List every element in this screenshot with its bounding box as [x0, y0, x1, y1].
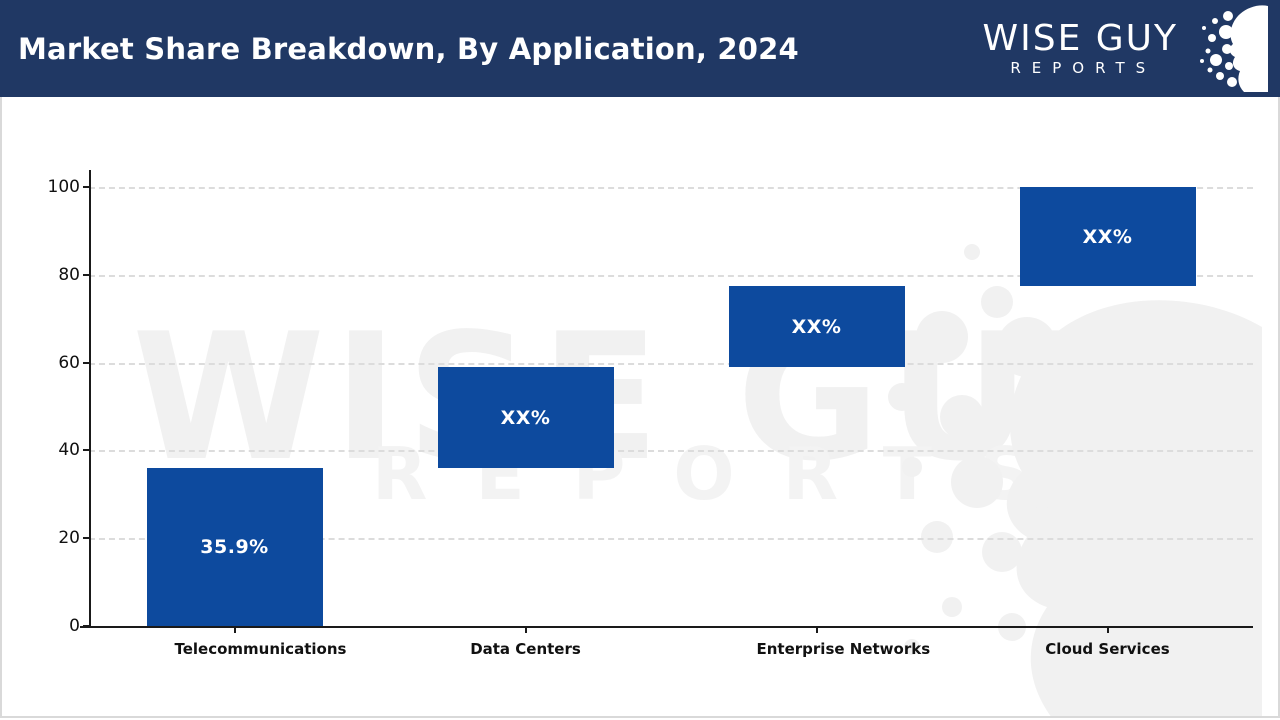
y-axis-line [89, 170, 91, 628]
gridline-100 [89, 187, 1253, 189]
y-tick-mark [83, 273, 89, 276]
x-category-label: Cloud Services [1045, 640, 1170, 658]
y-tick-mark [83, 537, 89, 540]
x-category-label: Enterprise Networks [756, 640, 931, 658]
x-category-label: Telecommunications [174, 640, 347, 658]
logo-wordmark: WISE GUY [982, 17, 1178, 59]
y-tick-label: 40 [58, 440, 80, 461]
gridline-80 [89, 274, 1253, 277]
y-tick-label: 80 [58, 264, 80, 285]
wise-guy-logo: WISE GUY REPORTS [983, 4, 1280, 94]
y-tick-label: 60 [58, 352, 80, 373]
bar-segment: XX% [728, 286, 905, 367]
gridline-20 [89, 538, 1253, 541]
x-tick-mark [524, 626, 527, 633]
page-title: Market Share Breakdown, By Application, … [18, 31, 799, 66]
y-tick-label: 100 [47, 177, 80, 197]
x-tick-mark [1106, 626, 1109, 633]
x-category-label: Data Centers [470, 640, 581, 658]
bottom-border [0, 716, 1280, 718]
header: Market Share Breakdown, By Application, … [0, 0, 1280, 97]
bar-segment: XX% [437, 366, 614, 469]
gridline-60 [89, 362, 1253, 365]
bar-value-label: XX% [1082, 225, 1133, 248]
bar-value-label: XX% [500, 406, 551, 429]
y-tick-label: 0 [69, 616, 80, 636]
bar-segment: 35.9% [146, 468, 323, 626]
x-tick-mark [233, 626, 236, 633]
x-tick-mark [815, 626, 818, 633]
gridline-40 [89, 450, 1253, 453]
logo-face-icon [1200, 4, 1268, 92]
y-tick-mark [83, 186, 89, 188]
y-tick-label: 20 [58, 528, 80, 549]
bar-segment: XX% [1019, 187, 1196, 287]
logo-text: WISE GUY REPORTS [982, 17, 1179, 77]
bar-value-label: 35.9% [200, 536, 269, 559]
y-tick-mark [83, 361, 89, 364]
logo-subtitle: REPORTS [1010, 58, 1157, 77]
bar-value-label: XX% [791, 315, 842, 338]
x-axis-line [80, 626, 1253, 628]
y-tick-mark [83, 449, 89, 452]
